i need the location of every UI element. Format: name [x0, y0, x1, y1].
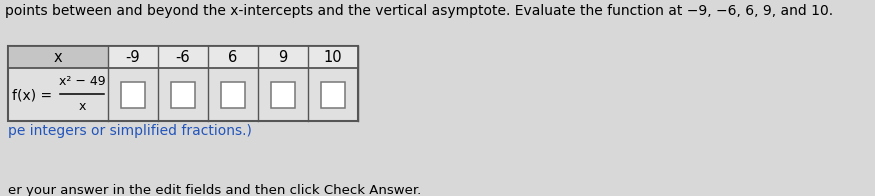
Text: x: x	[53, 50, 62, 64]
Bar	[221, 82, 245, 107]
Text: -6: -6	[176, 50, 191, 64]
Bar	[208, 46, 258, 68]
Text: pe integers or simplified fractions.): pe integers or simplified fractions.)	[8, 124, 252, 138]
Text: -9: -9	[126, 50, 140, 64]
Text: 10: 10	[324, 50, 342, 64]
Bar	[121, 82, 145, 107]
Bar	[171, 82, 195, 107]
Text: er your answer in the edit fields and then click Check Answer.: er your answer in the edit fields and th…	[8, 184, 421, 196]
Bar	[258, 46, 308, 68]
Bar	[271, 82, 295, 107]
Text: points between and beyond the x-intercepts and the vertical asymptote. Evaluate : points between and beyond the x-intercep…	[5, 4, 833, 18]
Bar	[108, 46, 158, 68]
Bar	[8, 46, 358, 121]
Bar	[158, 46, 208, 68]
Bar	[321, 82, 345, 107]
Text: x: x	[79, 100, 86, 113]
Text: 9: 9	[278, 50, 288, 64]
Bar	[8, 46, 358, 68]
Bar	[308, 46, 358, 68]
Text: f(x) =: f(x) =	[12, 89, 52, 103]
Text: 6: 6	[228, 50, 238, 64]
Text: x² − 49: x² − 49	[59, 74, 105, 87]
